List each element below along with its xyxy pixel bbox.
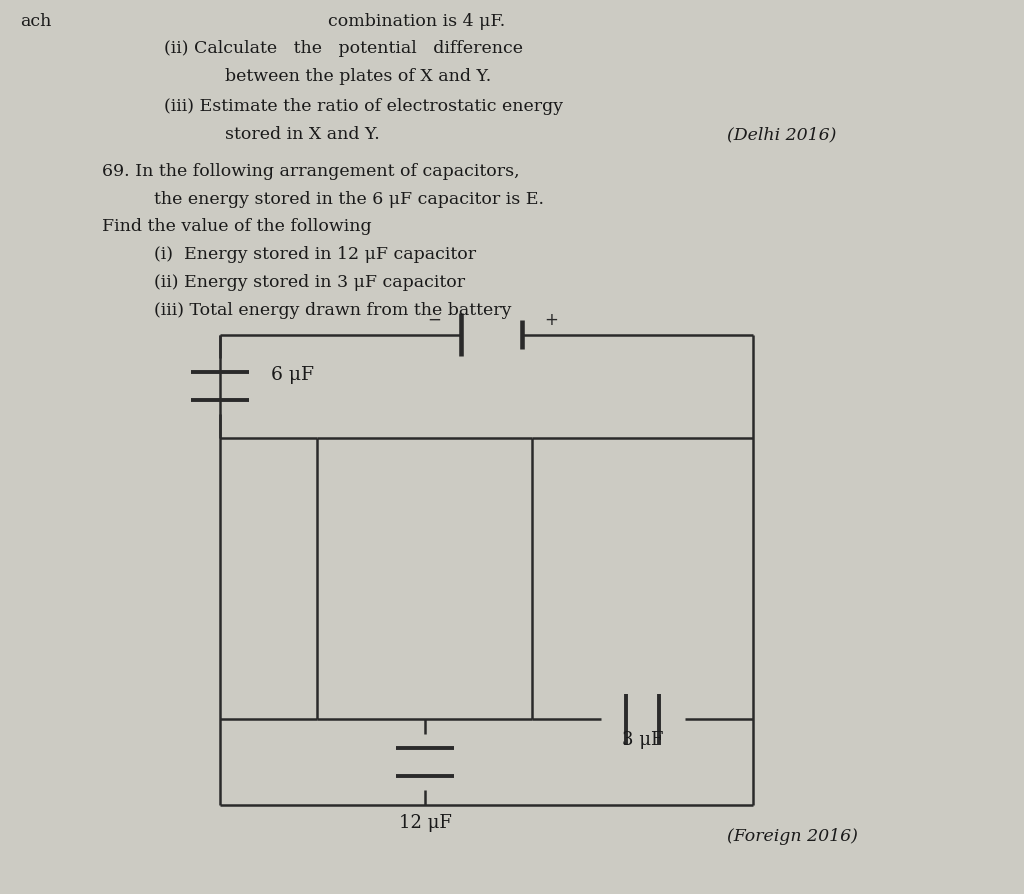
Text: +: +: [544, 310, 558, 328]
Text: −: −: [427, 310, 441, 328]
Text: (i)  Energy stored in 12 μF capacitor: (i) Energy stored in 12 μF capacitor: [154, 246, 476, 263]
Text: (Foreign 2016): (Foreign 2016): [727, 827, 858, 844]
Text: stored in X and Y.: stored in X and Y.: [225, 126, 380, 143]
Text: (iii) Total energy drawn from the battery: (iii) Total energy drawn from the batter…: [154, 301, 511, 318]
Text: 3 μF: 3 μF: [622, 730, 664, 748]
Text: ach: ach: [20, 13, 52, 30]
Text: between the plates of X and Y.: between the plates of X and Y.: [225, 68, 492, 85]
Text: (ii) Energy stored in 3 μF capacitor: (ii) Energy stored in 3 μF capacitor: [154, 274, 465, 291]
Text: the energy stored in the 6 μF capacitor is E.: the energy stored in the 6 μF capacitor …: [154, 190, 544, 207]
Text: 12 μF: 12 μF: [398, 814, 452, 831]
Text: (iii) Estimate the ratio of electrostatic energy: (iii) Estimate the ratio of electrostati…: [164, 98, 563, 115]
Text: combination is 4 μF.: combination is 4 μF.: [328, 13, 505, 30]
Text: (Delhi 2016): (Delhi 2016): [727, 126, 837, 143]
Text: (ii) Calculate   the   potential   difference: (ii) Calculate the potential difference: [164, 40, 523, 57]
Text: Find the value of the following: Find the value of the following: [102, 218, 372, 235]
Text: 69. In the following arrangement of capacitors,: 69. In the following arrangement of capa…: [102, 163, 520, 180]
Text: 6 μF: 6 μF: [271, 365, 314, 384]
